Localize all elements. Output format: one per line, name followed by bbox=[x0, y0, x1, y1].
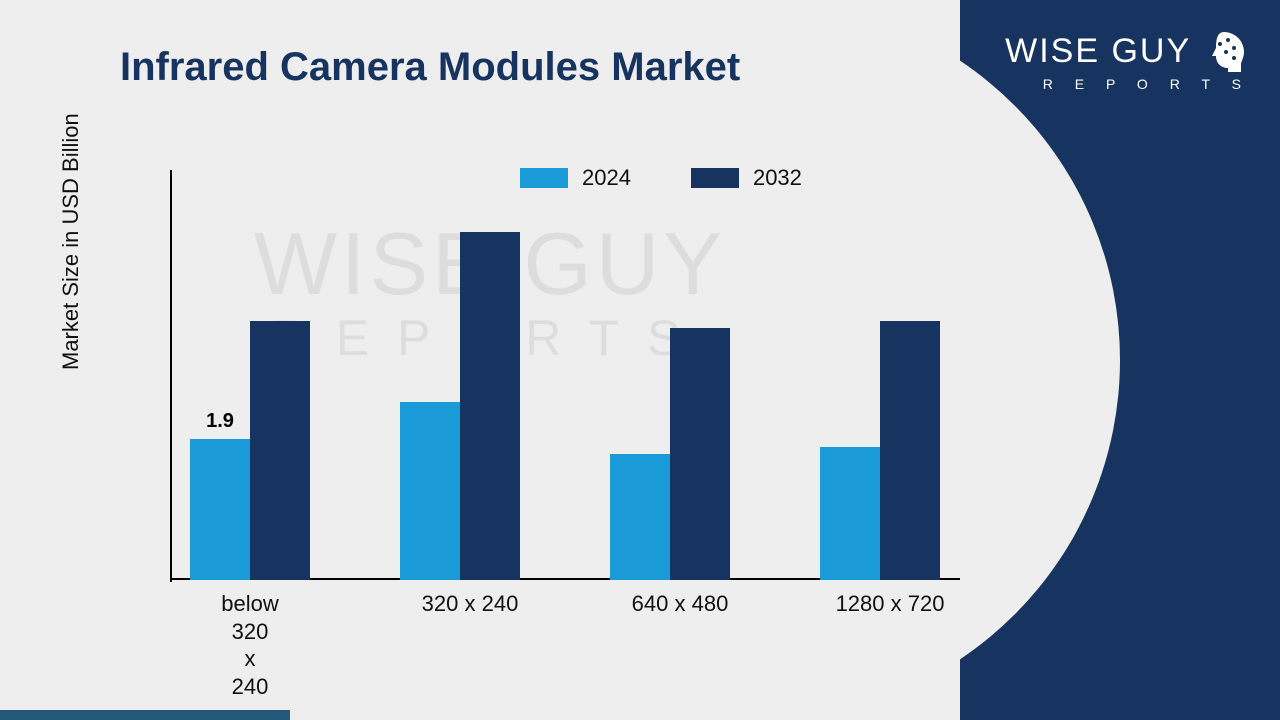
chart-title: Infrared Camera Modules Market bbox=[120, 45, 740, 90]
bar bbox=[610, 454, 670, 580]
plot-area: 1.9 bbox=[170, 210, 960, 580]
y-axis-line bbox=[170, 170, 172, 582]
legend-item: 2032 bbox=[691, 165, 802, 191]
bar bbox=[190, 439, 250, 580]
category-label: below320x240 bbox=[210, 590, 290, 700]
bar bbox=[250, 321, 310, 580]
category-label: 1280 x 720 bbox=[800, 590, 980, 618]
head-icon bbox=[1204, 30, 1250, 76]
legend: 2024 2032 bbox=[520, 165, 802, 191]
brand-logo: WISE GUY R E P O R T S bbox=[1005, 30, 1250, 92]
brand-line2: R E P O R T S bbox=[1005, 76, 1250, 92]
brand-line1: WISE GUY bbox=[1005, 32, 1190, 70]
bar bbox=[880, 321, 940, 580]
bar-group bbox=[610, 210, 750, 580]
legend-label: 2032 bbox=[753, 165, 802, 191]
legend-label: 2024 bbox=[582, 165, 631, 191]
bar bbox=[460, 232, 520, 580]
bar bbox=[670, 328, 730, 580]
stage: WISE GUY R E P O R T S Infrared Camera M… bbox=[0, 0, 1280, 720]
bar-chart: 1.9 bbox=[110, 210, 960, 580]
legend-swatch bbox=[520, 168, 568, 188]
legend-swatch bbox=[691, 168, 739, 188]
y-axis-label: Market Size in USD Billion bbox=[58, 113, 84, 370]
category-label: 640 x 480 bbox=[590, 590, 770, 618]
bar-value-label: 1.9 bbox=[190, 410, 250, 433]
bar-group bbox=[400, 210, 540, 580]
bottom-accent-stripe bbox=[0, 710, 290, 720]
category-label: 320 x 240 bbox=[380, 590, 560, 618]
legend-item: 2024 bbox=[520, 165, 631, 191]
bar bbox=[820, 447, 880, 580]
bar-group bbox=[820, 210, 960, 580]
bar bbox=[400, 402, 460, 580]
bar-group bbox=[190, 210, 330, 580]
